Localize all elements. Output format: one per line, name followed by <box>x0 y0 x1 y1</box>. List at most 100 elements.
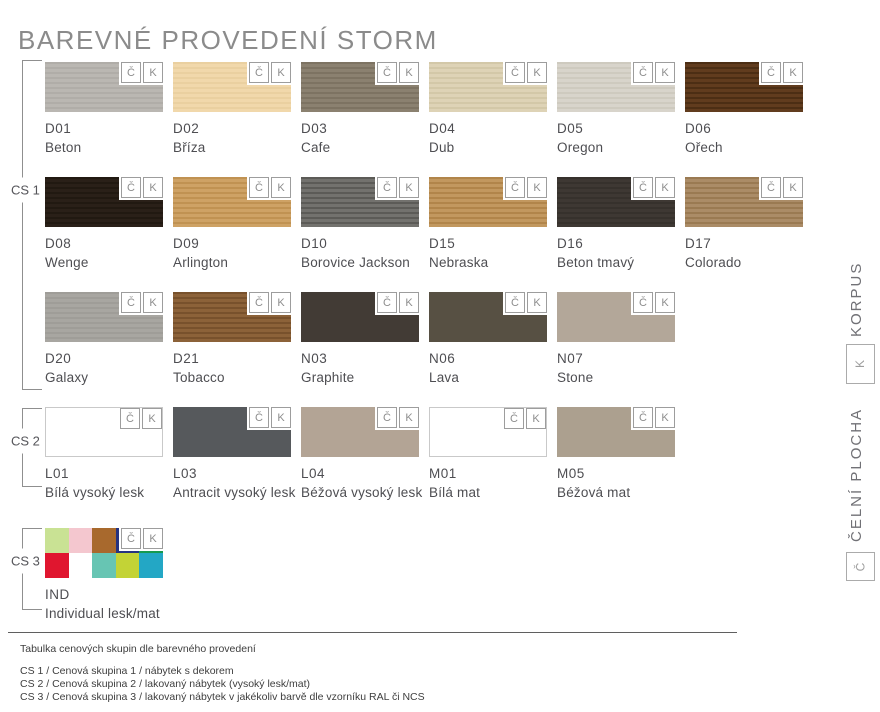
swatch-code: M01 <box>429 466 457 481</box>
swatch-cell-d21: Č K D21 Tobacco <box>173 292 291 385</box>
front-badge: Č <box>377 177 397 198</box>
swatch-row: Č K D20 Galaxy Č K D21 Tobacco Č K N03 Graphite Č K N0… <box>45 292 675 385</box>
front-badge: Č <box>761 62 781 83</box>
korpus-badge: K <box>399 177 419 198</box>
korpus-badge: K <box>783 62 803 83</box>
swatch-name: Bříza <box>173 140 206 155</box>
front-badge: Č <box>377 292 397 313</box>
swatch-row: Č K D01 Beton Č K D02 Bříza Č K D03 Cafe Č K D04 Dub Č K D… <box>45 62 803 155</box>
swatch-code: D20 <box>45 351 72 366</box>
swatch-name: Borovice Jackson <box>301 255 410 270</box>
korpus-badge: K <box>783 177 803 198</box>
front-badge: Č <box>633 292 653 313</box>
swatch-cell-d02: Č K D02 Bříza <box>173 62 291 155</box>
korpus-badge: K <box>527 292 547 313</box>
swatch-name: Bílá vysoký lesk <box>45 485 145 500</box>
korpus-badge: K <box>399 62 419 83</box>
front-badge: Č <box>505 177 525 198</box>
ind-color-cell <box>45 553 69 578</box>
swatch-code: D10 <box>301 236 328 251</box>
group-label-cs3: CS 3 <box>8 548 43 574</box>
front-badge: Č <box>121 62 141 83</box>
swatch-name: Oregon <box>557 140 604 155</box>
korpus-badge: K <box>655 292 675 313</box>
swatch-code: IND <box>45 587 70 602</box>
swatch-code: D05 <box>557 121 584 136</box>
swatch-name: Tobacco <box>173 370 225 385</box>
korpus-badge: K <box>142 408 162 429</box>
swatch-cell-d03: Č K D03 Cafe <box>301 62 419 155</box>
front-badge: Č <box>249 407 269 428</box>
swatch-name: Beton tmavý <box>557 255 635 270</box>
footer-heading: Tabulka cenových skupin dle barevného pr… <box>20 643 256 655</box>
korpus-badge: K <box>143 177 163 198</box>
swatch-name: Colorado <box>685 255 742 270</box>
swatch-name: Antracit vysoký lesk <box>173 485 296 500</box>
swatch-cell-d10: Č K D10 Borovice Jackson <box>301 177 419 270</box>
korpus-badge: K <box>143 62 163 83</box>
front-badge: Č <box>249 62 269 83</box>
front-badge: Č <box>121 528 141 549</box>
swatch-name: Graphite <box>301 370 355 385</box>
front-badge: Č <box>505 292 525 313</box>
korpus-badge: K <box>271 177 291 198</box>
korpus-legend-label: KORPUS <box>848 261 865 337</box>
swatch-code: D08 <box>45 236 72 251</box>
front-badge: Č <box>504 408 524 429</box>
swatch-code: M05 <box>557 466 585 481</box>
swatch-name: Cafe <box>301 140 331 155</box>
swatch-cell-m05: Č K M05 Béžová mat <box>557 407 675 500</box>
swatch-name: Dub <box>429 140 455 155</box>
swatch-cell-d06: Č K D06 Ořech <box>685 62 803 155</box>
swatch-code: D15 <box>429 236 456 251</box>
swatch-cell-m01: Č K M01 Bílá mat <box>429 407 547 500</box>
front-badge: Č <box>249 292 269 313</box>
swatch-code: D17 <box>685 236 712 251</box>
korpus-badge: K <box>526 408 546 429</box>
swatch-code: D04 <box>429 121 456 136</box>
swatch-code: D01 <box>45 121 72 136</box>
footer-line-cs2: CS 2 / Cenová skupina 2 / lakovaný nábyt… <box>20 678 311 690</box>
korpus-badge: K <box>271 407 291 428</box>
front-badge: Č <box>120 408 140 429</box>
front-badge: Č <box>249 177 269 198</box>
swatch-cell-l03: Č K L03 Antracit vysoký lesk <box>173 407 296 500</box>
swatch-cell-d01: Č K D01 Beton <box>45 62 163 155</box>
group-label-cs1: CS 1 <box>8 177 43 203</box>
swatch-name: Béžová vysoký lesk <box>301 485 423 500</box>
swatch-cell-d08: Č K D08 Wenge <box>45 177 163 270</box>
page-title: BAREVNÉ PROVEDENÍ STORM <box>18 25 438 56</box>
swatch-cell-d17: Č K D17 Colorado <box>685 177 803 270</box>
footer-divider <box>8 632 737 633</box>
korpus-badge: K <box>399 407 419 428</box>
korpus-badge: K <box>655 177 675 198</box>
group-label-cs2: CS 2 <box>8 428 43 454</box>
